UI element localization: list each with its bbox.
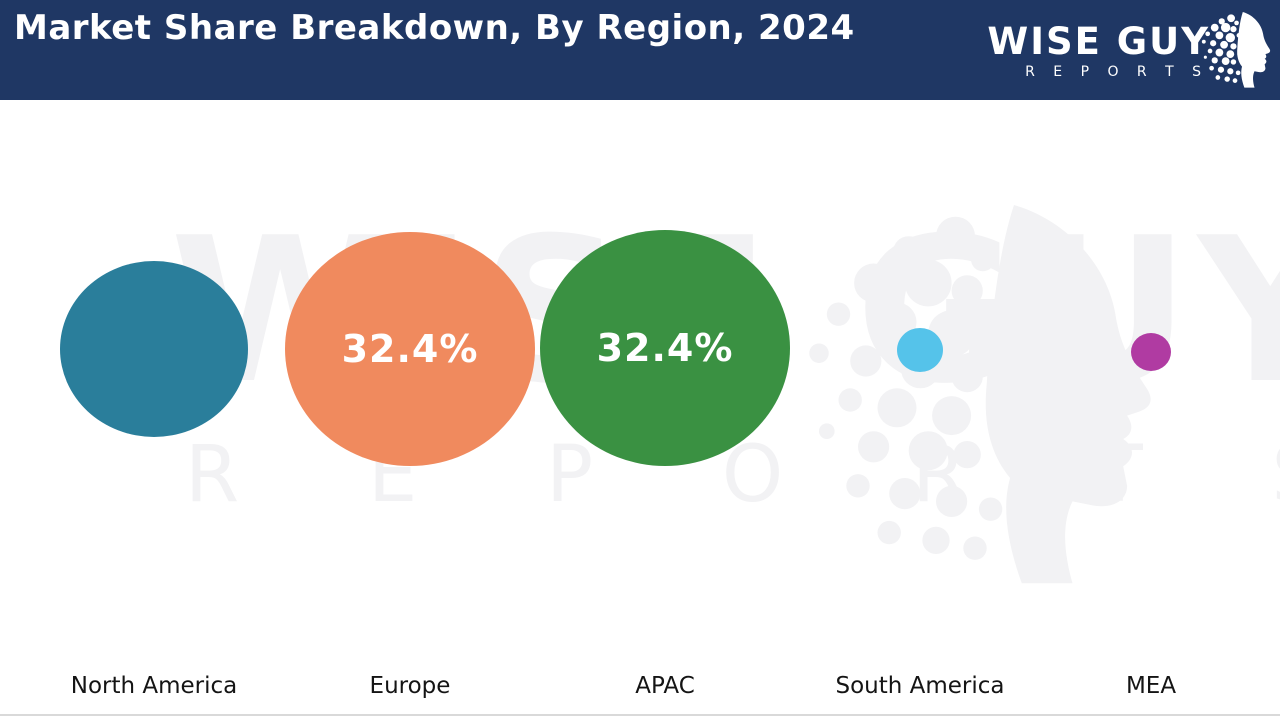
header-bar: Market Share Breakdown, By Region, 2024 … (0, 0, 1280, 100)
category-label-north-america: North America (70, 673, 238, 699)
category-label-south-america: South America (835, 673, 1005, 699)
bubble-south-america (897, 328, 943, 372)
watermark-text-wiseguy: WISE GUY (170, 195, 1280, 428)
wiseguy-logo: WISE GUY R E P O R T S (987, 6, 1274, 96)
bubble-europe: 32.4% (285, 232, 535, 466)
page-title: Market Share Breakdown, By Region, 2024 (14, 8, 855, 48)
category-label-mea: MEA (1125, 673, 1177, 699)
bubble-apac: 32.4% (540, 230, 790, 466)
bubble-mea (1131, 333, 1171, 371)
logo-name: WISE GUY (987, 19, 1210, 63)
category-label-europe: Europe (369, 673, 451, 699)
bubble-value-label: 32.4% (596, 326, 734, 370)
watermark-face-icon (809, 205, 1151, 584)
category-label-apac: APAC (635, 673, 695, 699)
bubble-value-label: 32.4% (341, 327, 479, 371)
logo-subtitle: R E P O R T S (1025, 63, 1208, 80)
chart-area: WISE GUY R E P O R T S North America 32.4… (0, 100, 1280, 716)
bubble-north-america (60, 261, 248, 437)
watermark: WISE GUY R E P O R T S (0, 100, 1280, 714)
watermark-text-reports: R E P O R T S (185, 430, 1280, 520)
